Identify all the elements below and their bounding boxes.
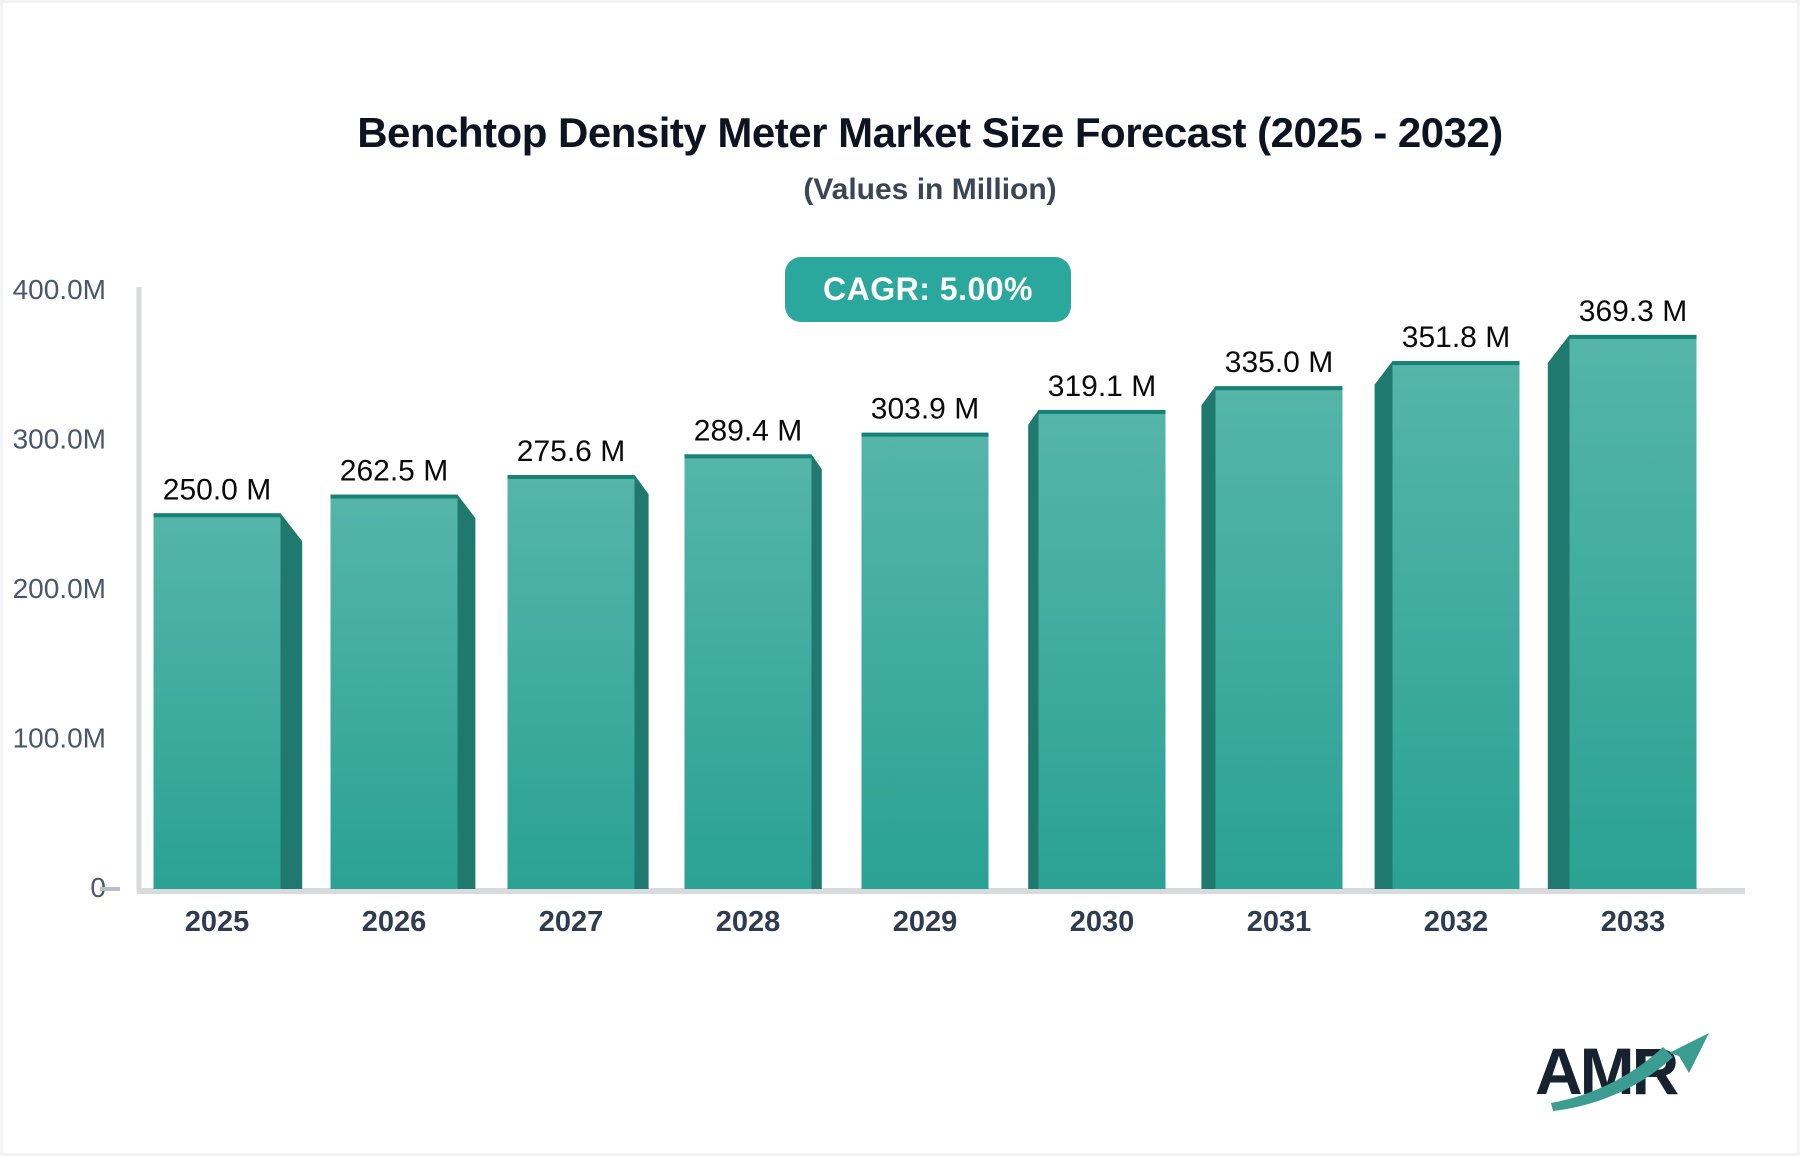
bar-value-label-2033: 369.3 M: [1579, 295, 1687, 328]
amr-logo: AMR: [1525, 1029, 1725, 1121]
bar-2032-front: [1392, 361, 1520, 890]
bar-2025-top-edge: [153, 513, 281, 518]
bar-2031-top-edge: [1215, 386, 1343, 391]
bar-2025-side: [280, 513, 303, 889]
bar-value-label-2027: 275.6 M: [517, 435, 625, 468]
bar-2030-side: [1028, 409, 1039, 889]
bar-2027-front: [507, 474, 635, 889]
bar-2032-top-edge: [1392, 361, 1520, 366]
bar-2028-side: [811, 454, 822, 889]
cagr-badge-label: CAGR: 5.00%: [823, 271, 1033, 307]
bar-chart: 0 100.0M 200.0M 300.0M 400.0M 250.0 M 2025 262.…: [13, 274, 1745, 938]
x-tick-label-2028: 2028: [716, 906, 781, 938]
bar-value-label-2031: 335.0 M: [1225, 346, 1333, 379]
bar-value-label-2026: 262.5 M: [340, 455, 448, 488]
bar-2031-front: [1215, 386, 1343, 889]
y-tick-label-0: 0: [90, 872, 106, 903]
bar-2028-top-edge: [684, 454, 812, 459]
bar-2033-front: [1569, 334, 1697, 890]
bar-2029-front: [861, 432, 989, 889]
bar-value-label-2030: 319.1 M: [1048, 370, 1156, 403]
x-tick-label-2026: 2026: [362, 906, 427, 938]
bar-2030-top-edge: [1038, 409, 1166, 414]
bar-2033-side: [1547, 334, 1570, 890]
y-tick-label-100.0M: 100.0M: [13, 723, 106, 754]
x-tick-label-2032: 2032: [1424, 906, 1489, 938]
x-tick-label-2027: 2027: [539, 906, 604, 938]
bar-2029-top-edge: [861, 432, 989, 437]
bar-2033-top-edge: [1569, 334, 1697, 339]
bar-2030-front: [1038, 409, 1166, 889]
bar-2026-side: [457, 494, 476, 889]
bar-2026-front: [330, 494, 458, 889]
y-tick-label-300.0M: 300.0M: [13, 424, 106, 455]
y-tick-label-200.0M: 200.0M: [13, 573, 106, 604]
bar-2032-side: [1374, 361, 1393, 890]
bar-value-label-2025: 250.0 M: [163, 473, 271, 506]
bar-value-label-2032: 351.8 M: [1402, 321, 1510, 354]
bar-2027-side: [634, 474, 649, 889]
bar-value-label-2028: 289.4 M: [694, 414, 802, 447]
cagr-badge: CAGR: 5.00%: [785, 257, 1071, 322]
bar-2025-front: [153, 513, 281, 889]
x-tick-label-2025: 2025: [185, 906, 250, 938]
bar-2027-top-edge: [507, 474, 635, 479]
y-tick-label-400.0M: 400.0M: [13, 274, 106, 305]
bar-value-label-2029: 303.9 M: [871, 393, 979, 426]
x-tick-label-2029: 2029: [893, 906, 958, 938]
x-tick-label-2031: 2031: [1247, 906, 1312, 938]
bar-2031-side: [1201, 386, 1216, 889]
bar-2026-top-edge: [330, 494, 458, 499]
x-tick-label-2030: 2030: [1070, 906, 1135, 938]
x-tick-label-2033: 2033: [1601, 906, 1666, 938]
bar-2028-front: [684, 454, 812, 889]
trend-up-arrow-icon: [1551, 1033, 1709, 1111]
